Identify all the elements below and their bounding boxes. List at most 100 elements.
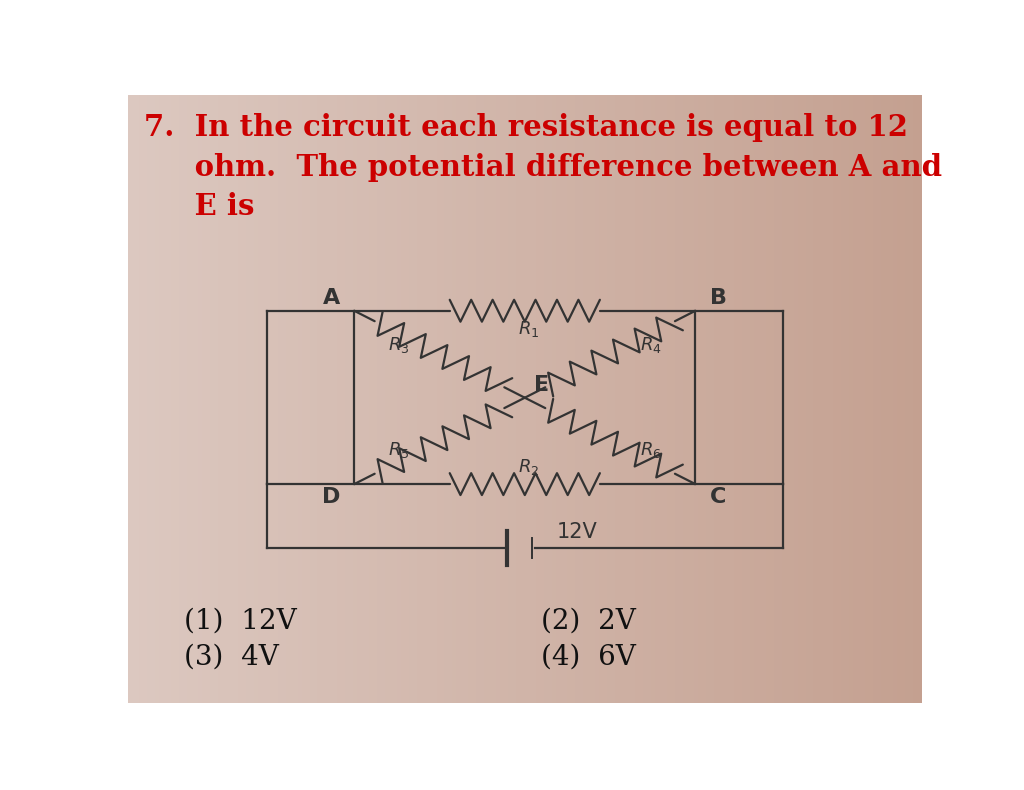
Bar <box>485 95 489 703</box>
Text: (1)  12V: (1) 12V <box>183 608 296 634</box>
Bar <box>712 95 715 703</box>
Bar <box>541 95 545 703</box>
Bar <box>628 95 632 703</box>
Bar <box>902 95 905 703</box>
Bar <box>454 95 458 703</box>
Text: 12V: 12V <box>557 522 597 542</box>
Bar <box>719 95 723 703</box>
Bar <box>310 95 314 703</box>
Text: E is: E is <box>143 192 254 221</box>
Bar <box>497 95 501 703</box>
Bar <box>882 95 886 703</box>
Bar <box>358 95 362 703</box>
Bar <box>886 95 890 703</box>
Bar <box>240 95 243 703</box>
Bar <box>473 95 477 703</box>
Bar <box>743 95 748 703</box>
Bar <box>854 95 858 703</box>
Bar <box>374 95 378 703</box>
Text: (3)  4V: (3) 4V <box>183 644 279 671</box>
Bar <box>913 95 918 703</box>
Bar <box>418 95 422 703</box>
Bar <box>390 95 394 703</box>
Text: $R_{2}$: $R_{2}$ <box>518 457 540 477</box>
Bar <box>755 95 759 703</box>
Bar <box>303 95 306 703</box>
Bar <box>822 95 826 703</box>
Bar <box>283 95 287 703</box>
Bar <box>382 95 386 703</box>
Bar <box>918 95 922 703</box>
Bar <box>767 95 771 703</box>
Bar <box>494 95 497 703</box>
Bar <box>164 95 168 703</box>
Bar <box>648 95 651 703</box>
Bar <box>362 95 367 703</box>
Bar <box>318 95 323 703</box>
Bar <box>592 95 596 703</box>
Bar <box>727 95 731 703</box>
Bar <box>168 95 172 703</box>
Bar <box>247 95 251 703</box>
Bar <box>600 95 604 703</box>
Bar <box>676 95 680 703</box>
Bar <box>636 95 640 703</box>
Bar <box>799 95 803 703</box>
Bar <box>152 95 156 703</box>
Bar <box>866 95 870 703</box>
Bar <box>394 95 398 703</box>
Bar <box>306 95 310 703</box>
Bar <box>517 95 521 703</box>
Bar <box>509 95 513 703</box>
Bar <box>699 95 703 703</box>
Bar <box>160 95 164 703</box>
Bar <box>331 95 335 703</box>
Bar <box>672 95 676 703</box>
Bar <box>243 95 247 703</box>
Bar <box>786 95 791 703</box>
Bar <box>814 95 818 703</box>
Bar <box>236 95 240 703</box>
Bar <box>461 95 465 703</box>
Bar <box>581 95 585 703</box>
Bar <box>549 95 553 703</box>
Bar <box>132 95 136 703</box>
Bar <box>465 95 469 703</box>
Bar <box>187 95 191 703</box>
Bar <box>870 95 874 703</box>
Bar <box>735 95 739 703</box>
Bar <box>878 95 882 703</box>
Bar <box>664 95 668 703</box>
Bar <box>640 95 644 703</box>
Text: E: E <box>535 374 550 395</box>
Bar <box>862 95 866 703</box>
Bar <box>604 95 608 703</box>
Bar <box>695 95 699 703</box>
Bar <box>731 95 735 703</box>
Bar <box>680 95 684 703</box>
Bar <box>759 95 763 703</box>
Text: (4)  6V: (4) 6V <box>541 644 636 671</box>
Bar <box>279 95 283 703</box>
Bar <box>263 95 267 703</box>
Bar <box>200 95 204 703</box>
Bar <box>156 95 160 703</box>
Text: $R_{5}$: $R_{5}$ <box>388 440 410 460</box>
Bar <box>136 95 140 703</box>
Bar <box>890 95 894 703</box>
Bar <box>299 95 303 703</box>
Bar <box>532 95 537 703</box>
Bar <box>378 95 382 703</box>
Bar <box>191 95 196 703</box>
Bar <box>577 95 581 703</box>
Bar <box>223 95 227 703</box>
Bar <box>255 95 259 703</box>
Bar <box>905 95 909 703</box>
Bar <box>179 95 183 703</box>
Bar <box>204 95 207 703</box>
Text: B: B <box>710 288 727 307</box>
Bar <box>251 95 255 703</box>
Bar <box>215 95 219 703</box>
Bar <box>505 95 509 703</box>
Bar <box>585 95 588 703</box>
